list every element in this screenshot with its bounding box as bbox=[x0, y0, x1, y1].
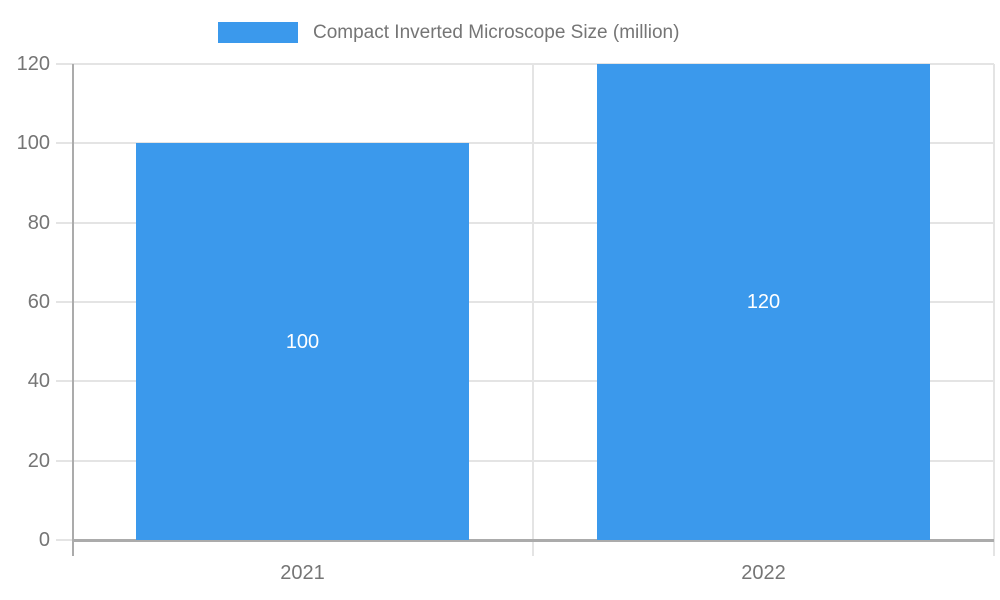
y-gridline bbox=[56, 380, 994, 383]
x-axis-line bbox=[72, 539, 994, 542]
legend-swatch-icon bbox=[218, 22, 298, 43]
y-axis-tick-label: 80 bbox=[27, 211, 50, 234]
y-gridline bbox=[56, 63, 994, 65]
chart-legend[interactable]: Compact Inverted Microscope Size (millio… bbox=[218, 22, 679, 43]
category-separator-line bbox=[532, 64, 534, 556]
y-gridline bbox=[56, 459, 994, 462]
y-gridline bbox=[56, 221, 994, 224]
bar[interactable] bbox=[136, 143, 469, 540]
plot-right-border bbox=[993, 64, 995, 556]
y-axis-tick-label: 120 bbox=[16, 53, 50, 75]
x-axis-tick-label: 2022 bbox=[741, 562, 786, 584]
y-axis-line bbox=[72, 64, 74, 556]
bar-value-label: 120 bbox=[746, 291, 781, 313]
y-axis-tick-label: 0 bbox=[38, 529, 50, 551]
y-axis-tick-label: 100 bbox=[16, 132, 50, 155]
y-axis-tick-label: 40 bbox=[27, 370, 50, 393]
x-axis-tick-label: 2021 bbox=[280, 562, 325, 584]
legend-label: Compact Inverted Microscope Size (millio… bbox=[313, 21, 680, 43]
x-axis-tick bbox=[56, 539, 72, 541]
y-gridline bbox=[56, 301, 994, 303]
bar-value-label: 100 bbox=[285, 330, 320, 353]
y-axis-tick-label: 20 bbox=[27, 449, 50, 472]
y-axis-tick-label: 60 bbox=[27, 291, 50, 313]
bar[interactable] bbox=[597, 64, 930, 540]
y-gridline bbox=[56, 142, 994, 145]
